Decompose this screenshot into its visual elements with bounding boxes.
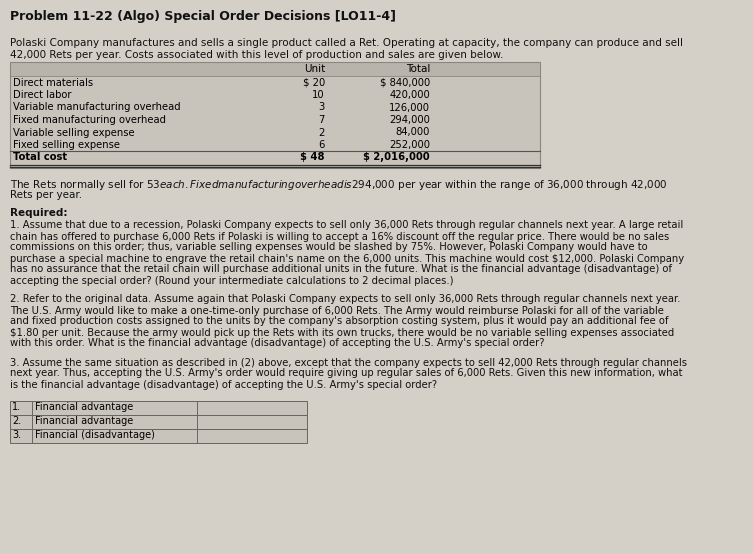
Text: 2: 2 bbox=[319, 127, 325, 137]
Text: Direct labor: Direct labor bbox=[13, 90, 72, 100]
Bar bbox=[10, 62, 540, 167]
Text: is the financial advantage (disadvantage) of accepting the U.S. Army's special o: is the financial advantage (disadvantage… bbox=[10, 379, 437, 389]
Text: $ 2,016,000: $ 2,016,000 bbox=[364, 152, 430, 162]
Text: 1. Assume that due to a recession, Polaski Company expects to sell only 36,000 R: 1. Assume that due to a recession, Polas… bbox=[10, 220, 683, 230]
Text: and fixed production costs assigned to the units by the company's absorption cos: and fixed production costs assigned to t… bbox=[10, 316, 669, 326]
Text: Unit: Unit bbox=[303, 64, 325, 74]
Text: 42,000 Rets per year. Costs associated with this level of production and sales a: 42,000 Rets per year. Costs associated w… bbox=[10, 50, 503, 60]
Text: $ 48: $ 48 bbox=[300, 152, 325, 162]
Bar bbox=[10, 414, 307, 428]
Text: 2. Refer to the original data. Assume again that Polaski Company expects to sell: 2. Refer to the original data. Assume ag… bbox=[10, 295, 681, 305]
Text: $ 840,000: $ 840,000 bbox=[380, 78, 430, 88]
Text: Fixed selling expense: Fixed selling expense bbox=[13, 140, 120, 150]
Text: Financial advantage: Financial advantage bbox=[35, 403, 133, 413]
Text: Variable manufacturing overhead: Variable manufacturing overhead bbox=[13, 102, 181, 112]
Text: with this order. What is the financial advantage (disadvantage) of accepting the: with this order. What is the financial a… bbox=[10, 338, 544, 348]
Text: The U.S. Army would like to make a one-time-only purchase of 6,000 Rets. The Arm: The U.S. Army would like to make a one-t… bbox=[10, 305, 664, 315]
Text: accepting the special order? (Round your intermediate calculations to 2 decimal : accepting the special order? (Round your… bbox=[10, 275, 453, 285]
Text: Financial advantage: Financial advantage bbox=[35, 417, 133, 427]
Text: Fixed manufacturing overhead: Fixed manufacturing overhead bbox=[13, 115, 166, 125]
Bar bbox=[10, 428, 307, 443]
Text: commissions on this order; thus, variable selling expenses would be slashed by 7: commissions on this order; thus, variabl… bbox=[10, 243, 648, 253]
Text: 252,000: 252,000 bbox=[389, 140, 430, 150]
Bar bbox=[10, 62, 540, 76]
Text: Variable selling expense: Variable selling expense bbox=[13, 127, 135, 137]
Bar bbox=[10, 138, 540, 151]
Bar bbox=[10, 89, 540, 101]
Text: Financial (disadvantage): Financial (disadvantage) bbox=[35, 430, 155, 440]
Text: Polaski Company manufactures and sells a single product called a Ret. Operating : Polaski Company manufactures and sells a… bbox=[10, 38, 683, 48]
Text: $ 20: $ 20 bbox=[303, 78, 325, 88]
Text: 10: 10 bbox=[312, 90, 325, 100]
Text: 2.: 2. bbox=[12, 417, 21, 427]
Text: The Rets normally sell for $53 each. Fixed manufacturing overhead is $294,000 pe: The Rets normally sell for $53 each. Fix… bbox=[10, 177, 668, 192]
Text: next year. Thus, accepting the U.S. Army's order would require giving up regular: next year. Thus, accepting the U.S. Army… bbox=[10, 368, 682, 378]
Bar bbox=[10, 401, 307, 414]
Text: 126,000: 126,000 bbox=[389, 102, 430, 112]
Text: 3. Assume the same situation as described in (2) above, except that the company : 3. Assume the same situation as describe… bbox=[10, 357, 687, 367]
Text: Required:: Required: bbox=[10, 208, 68, 218]
Text: 420,000: 420,000 bbox=[389, 90, 430, 100]
Text: has no assurance that the retail chain will purchase additional units in the fut: has no assurance that the retail chain w… bbox=[10, 264, 672, 274]
Text: 84,000: 84,000 bbox=[395, 127, 430, 137]
Text: 3: 3 bbox=[319, 102, 325, 112]
Text: Direct materials: Direct materials bbox=[13, 78, 93, 88]
Text: Total: Total bbox=[406, 64, 430, 74]
Text: 1.: 1. bbox=[12, 403, 21, 413]
Text: 6: 6 bbox=[319, 140, 325, 150]
Bar bbox=[10, 76, 540, 89]
Bar bbox=[10, 126, 540, 138]
Text: $1.80 per unit. Because the army would pick up the Rets with its own trucks, the: $1.80 per unit. Because the army would p… bbox=[10, 327, 674, 337]
Text: Total cost: Total cost bbox=[13, 152, 67, 162]
Text: 3.: 3. bbox=[12, 430, 21, 440]
Bar bbox=[10, 101, 540, 114]
Text: Problem 11-22 (Algo) Special Order Decisions [LO11-4]: Problem 11-22 (Algo) Special Order Decis… bbox=[10, 10, 396, 23]
Text: 7: 7 bbox=[319, 115, 325, 125]
Text: purchase a special machine to engrave the retail chain's name on the 6,000 units: purchase a special machine to engrave th… bbox=[10, 254, 684, 264]
Bar bbox=[10, 114, 540, 126]
Text: chain has offered to purchase 6,000 Rets if Polaski is willing to accept a 16% d: chain has offered to purchase 6,000 Rets… bbox=[10, 232, 669, 242]
Text: Rets per year.: Rets per year. bbox=[10, 189, 82, 199]
Bar bbox=[10, 151, 540, 163]
Text: 294,000: 294,000 bbox=[389, 115, 430, 125]
